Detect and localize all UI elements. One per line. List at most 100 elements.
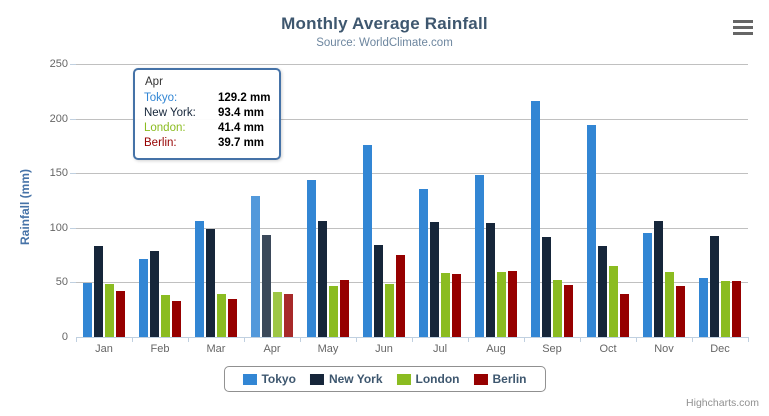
bar-new-york-feb[interactable] <box>150 250 159 337</box>
y-axis-tick-label: 250 <box>49 58 68 70</box>
x-axis-tick-mark <box>76 337 77 342</box>
y-axis-tick-mark <box>70 282 76 284</box>
y-axis-tick-mark <box>70 173 76 175</box>
bar-london-mar[interactable] <box>217 294 226 337</box>
bar-berlin-jul[interactable] <box>452 274 461 337</box>
x-axis-tick-label-aug: Aug <box>486 343 506 355</box>
hamburger-menu-icon[interactable] <box>731 16 755 38</box>
gridline <box>76 64 748 65</box>
x-axis-tick-mark <box>692 337 693 342</box>
y-axis-tick-mark <box>70 64 76 65</box>
bar-london-may[interactable] <box>329 285 338 337</box>
legend-item-new-york[interactable]: New York <box>309 372 383 386</box>
bar-berlin-nov[interactable] <box>676 285 685 337</box>
chart-legend[interactable]: Tokyo New York London Berlin <box>223 366 546 392</box>
bar-berlin-jun[interactable] <box>396 254 405 337</box>
legend-item-london[interactable]: London <box>396 372 460 386</box>
bar-new-york-mar[interactable] <box>206 229 215 337</box>
bar-tokyo-sep[interactable] <box>531 100 540 337</box>
x-axis-tick-mark <box>132 337 133 342</box>
bar-new-york-apr[interactable] <box>262 235 271 337</box>
bar-new-york-aug[interactable] <box>486 223 495 337</box>
legend-swatch-icon <box>242 373 257 385</box>
plot-area <box>76 64 748 337</box>
bar-berlin-mar[interactable] <box>228 299 237 337</box>
x-axis-tick-label-jun: Jun <box>375 343 393 355</box>
bar-london-nov[interactable] <box>665 272 674 337</box>
bar-berlin-oct[interactable] <box>620 294 629 337</box>
tooltip-series-name: Tokyo: <box>144 92 178 104</box>
bar-london-sep[interactable] <box>553 279 562 337</box>
y-axis-tick-label: 200 <box>49 112 68 125</box>
bar-tokyo-jul[interactable] <box>419 188 428 337</box>
credits-link[interactable]: Highcharts.com <box>686 397 759 409</box>
tooltip-series-value: 129.2 mm <box>218 92 271 104</box>
x-axis-tick-label-jul: Jul <box>432 343 448 355</box>
bar-london-oct[interactable] <box>609 265 618 337</box>
x-axis-tick-label-feb: Feb <box>150 343 170 355</box>
x-axis-tick-mark <box>300 337 301 342</box>
legend-swatch-icon <box>473 373 488 385</box>
bar-new-york-jul[interactable] <box>430 222 439 337</box>
bar-berlin-may[interactable] <box>340 279 349 337</box>
x-axis-tick-mark <box>412 337 413 342</box>
bar-new-york-sep[interactable] <box>542 237 551 337</box>
tooltip-row: New York: 93.4 mm <box>144 106 270 121</box>
bar-tokyo-may[interactable] <box>307 179 316 337</box>
hamburger-bar-2 <box>733 26 753 29</box>
tooltip-series-value: 39.7 mm <box>218 137 265 149</box>
legend-swatch-icon <box>396 373 411 385</box>
bar-berlin-feb[interactable] <box>172 300 181 337</box>
x-axis-tick-mark <box>244 337 245 342</box>
y-axis-tick-mark <box>70 227 76 229</box>
bar-berlin-jan[interactable] <box>116 290 125 337</box>
bar-tokyo-apr[interactable] <box>251 195 260 337</box>
tooltip-category: Apr <box>145 76 163 88</box>
chart-title: Monthly Average Rainfall <box>281 14 488 33</box>
bar-tokyo-jun[interactable] <box>363 144 372 337</box>
legend-item-berlin[interactable]: Berlin <box>473 372 527 386</box>
bar-london-jan[interactable] <box>105 283 114 337</box>
y-axis-tick-label: 0 <box>61 331 68 343</box>
legend-label: London <box>415 372 460 386</box>
bar-new-york-may[interactable] <box>318 221 327 337</box>
tooltip-row: Berlin: 39.7 mm <box>144 136 270 151</box>
bar-berlin-apr[interactable] <box>284 293 293 337</box>
bar-tokyo-feb[interactable] <box>139 258 148 337</box>
tooltip-rows: Tokyo: 129.2 mm New York: 93.4 mm London: 41.… <box>144 91 270 151</box>
x-axis-tick-mark <box>524 337 525 342</box>
bar-new-york-dec[interactable] <box>710 236 719 337</box>
legend-item-tokyo[interactable]: Tokyo <box>242 372 296 386</box>
bar-tokyo-dec[interactable] <box>699 277 708 337</box>
gridline <box>76 173 748 175</box>
bar-tokyo-oct[interactable] <box>587 125 596 337</box>
legend-label: Berlin <box>492 372 527 386</box>
tooltip-series-name: Berlin: <box>144 137 177 149</box>
bar-london-jul[interactable] <box>441 272 450 337</box>
bar-new-york-jun[interactable] <box>374 244 383 337</box>
tooltip-series-name: New York: <box>144 107 196 119</box>
x-axis-tick-label-sep: Sep <box>542 343 562 355</box>
bar-tokyo-jan[interactable] <box>83 282 92 337</box>
y-axis-tick-label: 150 <box>49 167 68 180</box>
bar-berlin-sep[interactable] <box>564 285 573 337</box>
bar-tokyo-mar[interactable] <box>195 220 204 337</box>
tooltip-series-value: 93.4 mm <box>218 107 265 119</box>
bar-london-dec[interactable] <box>721 281 730 337</box>
x-axis-tick-label-mar: Mar <box>206 343 226 355</box>
bar-berlin-aug[interactable] <box>508 271 517 337</box>
bar-tokyo-aug[interactable] <box>475 174 484 337</box>
bar-new-york-oct[interactable] <box>598 245 607 337</box>
bar-london-jun[interactable] <box>385 284 394 337</box>
bar-london-feb[interactable] <box>161 294 170 337</box>
hamburger-bar-1 <box>733 20 753 23</box>
legend-label: New York <box>328 372 383 386</box>
bar-new-york-jan[interactable] <box>94 245 103 337</box>
bar-new-york-nov[interactable] <box>654 220 663 337</box>
bar-london-apr[interactable] <box>273 291 282 337</box>
bar-tokyo-nov[interactable] <box>643 232 652 337</box>
x-axis-tick-mark <box>636 337 637 342</box>
bar-london-aug[interactable] <box>497 271 506 337</box>
bar-berlin-dec[interactable] <box>732 281 741 337</box>
